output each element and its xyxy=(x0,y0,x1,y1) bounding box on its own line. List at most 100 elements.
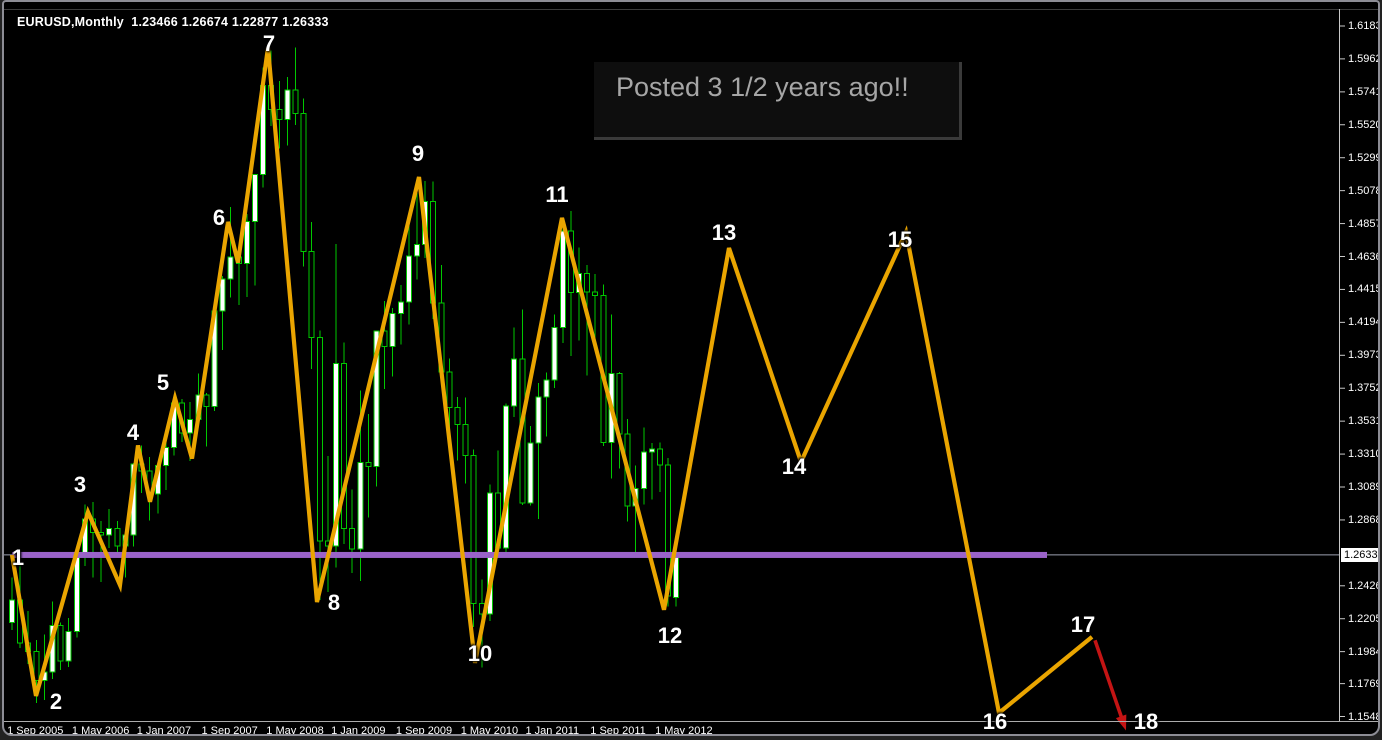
wave-number-2[interactable]: 2 xyxy=(49,689,63,714)
wave-number-9[interactable]: 9 xyxy=(411,141,425,166)
wave-number-18[interactable]: 18 xyxy=(1133,709,1159,734)
wave-number-8[interactable]: 8 xyxy=(327,590,341,615)
price-axis-label: 1.52990 xyxy=(1348,151,1378,164)
bear-candle-body xyxy=(349,527,356,550)
bear-candle-body xyxy=(454,407,461,425)
price-axis-label: 1.61830 xyxy=(1348,20,1378,32)
bull-candle-body xyxy=(187,419,194,434)
date-axis-label: 1 Jan 2007 xyxy=(136,725,192,736)
bull-candle-body xyxy=(503,405,510,549)
bull-candle-body xyxy=(73,554,80,633)
price-chart-canvas[interactable] xyxy=(4,2,1380,736)
bull-candle-body xyxy=(527,442,534,504)
price-axis-label: 1.19840 xyxy=(1348,645,1378,658)
price-axis-label: 1.15485 xyxy=(1348,710,1378,723)
wave-number-16[interactable]: 16 xyxy=(982,709,1008,734)
current-price-tag: 1.26333 xyxy=(1341,547,1378,562)
wave-number-5[interactable]: 5 xyxy=(156,370,170,395)
bull-candle-body xyxy=(227,256,234,280)
wave-number-13[interactable]: 13 xyxy=(711,220,737,245)
bear-candle-body xyxy=(657,448,663,466)
price-axis-label: 1.41940 xyxy=(1348,316,1378,329)
wave-number-7[interactable]: 7 xyxy=(262,31,276,56)
bear-candle-body xyxy=(592,291,599,297)
bear-candle-body xyxy=(203,394,210,408)
bull-candle-body xyxy=(405,255,412,303)
wave-number-1[interactable]: 1 xyxy=(11,545,25,570)
price-axis-label: 1.59620 xyxy=(1348,52,1378,65)
bear-candle-body xyxy=(470,455,477,605)
date-axis-label: 1 Sep 2009 xyxy=(395,725,453,736)
bear-candle-body xyxy=(584,272,591,293)
price-axis-label: 1.48570 xyxy=(1348,217,1378,230)
bull-candle-body xyxy=(284,89,291,121)
price-axis-label: 1.57410 xyxy=(1348,85,1378,98)
bull-candle-body xyxy=(243,221,250,265)
date-axis-label: 1 Sep 2007 xyxy=(201,725,258,736)
price-axis-label: 1.24260 xyxy=(1348,579,1378,592)
price-axis-label: 1.35310 xyxy=(1348,415,1378,428)
bull-candle-body xyxy=(414,244,420,257)
bull-candle-body xyxy=(219,278,226,312)
bull-candle-body xyxy=(357,462,364,550)
bull-candle-body xyxy=(9,599,15,623)
bear-candle-body xyxy=(57,625,64,662)
date-axis-label: 1 May 2010 xyxy=(460,725,519,736)
bear-candle-body xyxy=(114,527,121,547)
date-axis-label: 1 May 2008 xyxy=(266,725,324,736)
bull-candle-body xyxy=(640,451,647,489)
bull-candle-body xyxy=(535,396,542,444)
bull-candle-body xyxy=(389,312,396,347)
bear-candle-body xyxy=(33,651,40,682)
bull-candle-body xyxy=(511,358,518,407)
bull-candle-body xyxy=(648,448,655,453)
bull-candle-body xyxy=(551,327,558,381)
price-axis-label: 1.28680 xyxy=(1348,513,1378,526)
date-axis-label: 1 May 2006 xyxy=(71,725,130,736)
projection-arrow-head xyxy=(1115,714,1127,731)
bear-candle-body xyxy=(341,362,348,529)
bear-candle-body xyxy=(276,109,283,121)
price-axis-label: 1.50780 xyxy=(1348,184,1378,197)
bear-candle-body xyxy=(446,371,453,409)
wave-number-4[interactable]: 4 xyxy=(126,420,140,445)
wave-number-15[interactable]: 15 xyxy=(887,227,913,252)
date-axis-label: 1 Jan 2009 xyxy=(331,725,386,736)
wave-number-17[interactable]: 17 xyxy=(1070,612,1096,637)
annotation-banner: Posted 3 1/2 years ago!! xyxy=(594,62,962,140)
date-axis-label: 1 Sep 2011 xyxy=(590,725,646,736)
bear-candle-body xyxy=(365,462,372,468)
bear-candle-body xyxy=(292,89,299,114)
bull-candle-body xyxy=(333,362,339,547)
bull-candle-body xyxy=(65,631,72,662)
date-axis-label: 1 Jan 2011 xyxy=(525,725,580,736)
price-axis-label: 1.33100 xyxy=(1348,448,1378,461)
projection-arrow-shaft[interactable] xyxy=(1093,639,1125,723)
wave-number-12[interactable]: 12 xyxy=(657,623,683,648)
bull-candle-body xyxy=(559,230,566,329)
bear-candle-body xyxy=(308,250,315,339)
price-axis-label: 1.37520 xyxy=(1348,382,1378,395)
wave-number-3[interactable]: 3 xyxy=(73,472,87,497)
price-axis-label: 1.39730 xyxy=(1348,349,1378,362)
bull-candle-body xyxy=(106,527,113,536)
date-axis-label: 1 Sep 2005 xyxy=(7,725,64,736)
wave-number-11[interactable]: 11 xyxy=(545,182,569,207)
date-axis-label: 1 May 2012 xyxy=(655,725,713,736)
support-resistance-line[interactable] xyxy=(12,551,1047,558)
price-axis-label: 1.22050 xyxy=(1348,612,1378,625)
bull-candle-body xyxy=(397,301,404,314)
chart-symbol-title: EURUSD,Monthly 1.23466 1.26674 1.22877 1… xyxy=(17,15,329,29)
price-axis-label: 1.55200 xyxy=(1348,118,1378,131)
bear-candle-body xyxy=(300,112,307,252)
bull-candle-body xyxy=(543,379,550,398)
bull-candle-body xyxy=(252,173,258,223)
bull-candle-body xyxy=(373,330,380,468)
wave-number-6[interactable]: 6 xyxy=(212,205,226,230)
bull-candle-body xyxy=(162,447,169,467)
price-axis-label: 1.46360 xyxy=(1348,250,1378,263)
wave-number-14[interactable]: 14 xyxy=(781,454,807,479)
zigzag-wave-line[interactable] xyxy=(9,47,1094,717)
wave-number-10[interactable]: 10 xyxy=(467,641,493,666)
